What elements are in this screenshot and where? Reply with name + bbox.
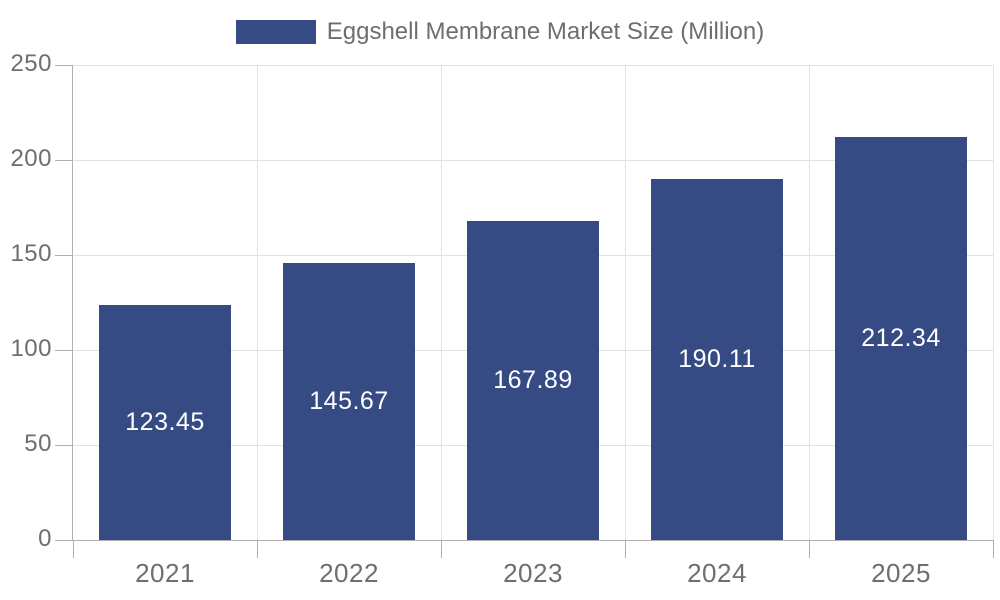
bar-2023[interactable]: 167.89: [467, 221, 599, 540]
bar-value-label: 145.67: [309, 387, 389, 415]
y-tick-label: 0: [38, 524, 52, 552]
legend[interactable]: Eggshell Membrane Market Size (Million): [0, 19, 1000, 44]
bar-2025[interactable]: 212.34: [835, 137, 967, 540]
gridline-horizontal: [73, 159, 993, 161]
y-axis-tick: [55, 254, 73, 256]
x-axis-tick: [440, 540, 442, 558]
gridline-vertical: [992, 65, 994, 540]
y-tick-label: 200: [10, 144, 52, 172]
y-axis-tick: [55, 64, 73, 66]
x-axis-tick: [624, 540, 626, 558]
legend-swatch-icon: [235, 19, 316, 44]
y-tick-label: 100: [10, 334, 52, 362]
gridline-vertical: [808, 65, 810, 540]
y-tick-label: 250: [10, 49, 52, 77]
bar-value-label: 123.45: [125, 408, 205, 436]
y-tick-label: 150: [10, 239, 52, 267]
y-tick-label: 50: [24, 429, 52, 457]
legend-label: Eggshell Membrane Market Size (Million): [326, 18, 765, 45]
y-axis-line: [72, 65, 73, 540]
x-tick-label: 2024: [687, 558, 747, 588]
x-tick-label: 2025: [871, 558, 931, 588]
y-axis-tick: [55, 159, 73, 161]
bar-value-label: 190.11: [678, 345, 756, 373]
x-tick-label: 2023: [503, 558, 563, 588]
bar-2024[interactable]: 190.11: [651, 179, 783, 540]
bar-value-label: 167.89: [493, 366, 573, 394]
bar-2021[interactable]: 123.45: [99, 305, 231, 540]
x-axis-tick: [808, 540, 810, 558]
y-axis-tick: [55, 444, 73, 446]
bar-value-label: 212.34: [861, 324, 941, 352]
x-axis-line: [73, 540, 993, 541]
x-axis-tick: [72, 540, 74, 558]
x-tick-label: 2021: [135, 558, 195, 588]
gridline-vertical: [256, 65, 258, 540]
gridline-horizontal: [73, 64, 993, 66]
gridline-vertical: [440, 65, 442, 540]
bar-2022[interactable]: 145.67: [283, 263, 415, 540]
gridline-vertical: [624, 65, 626, 540]
x-axis-tick: [256, 540, 258, 558]
y-axis-tick: [55, 539, 73, 541]
x-tick-label: 2022: [319, 558, 379, 588]
y-axis-tick: [55, 349, 73, 351]
x-axis-tick: [992, 540, 994, 558]
